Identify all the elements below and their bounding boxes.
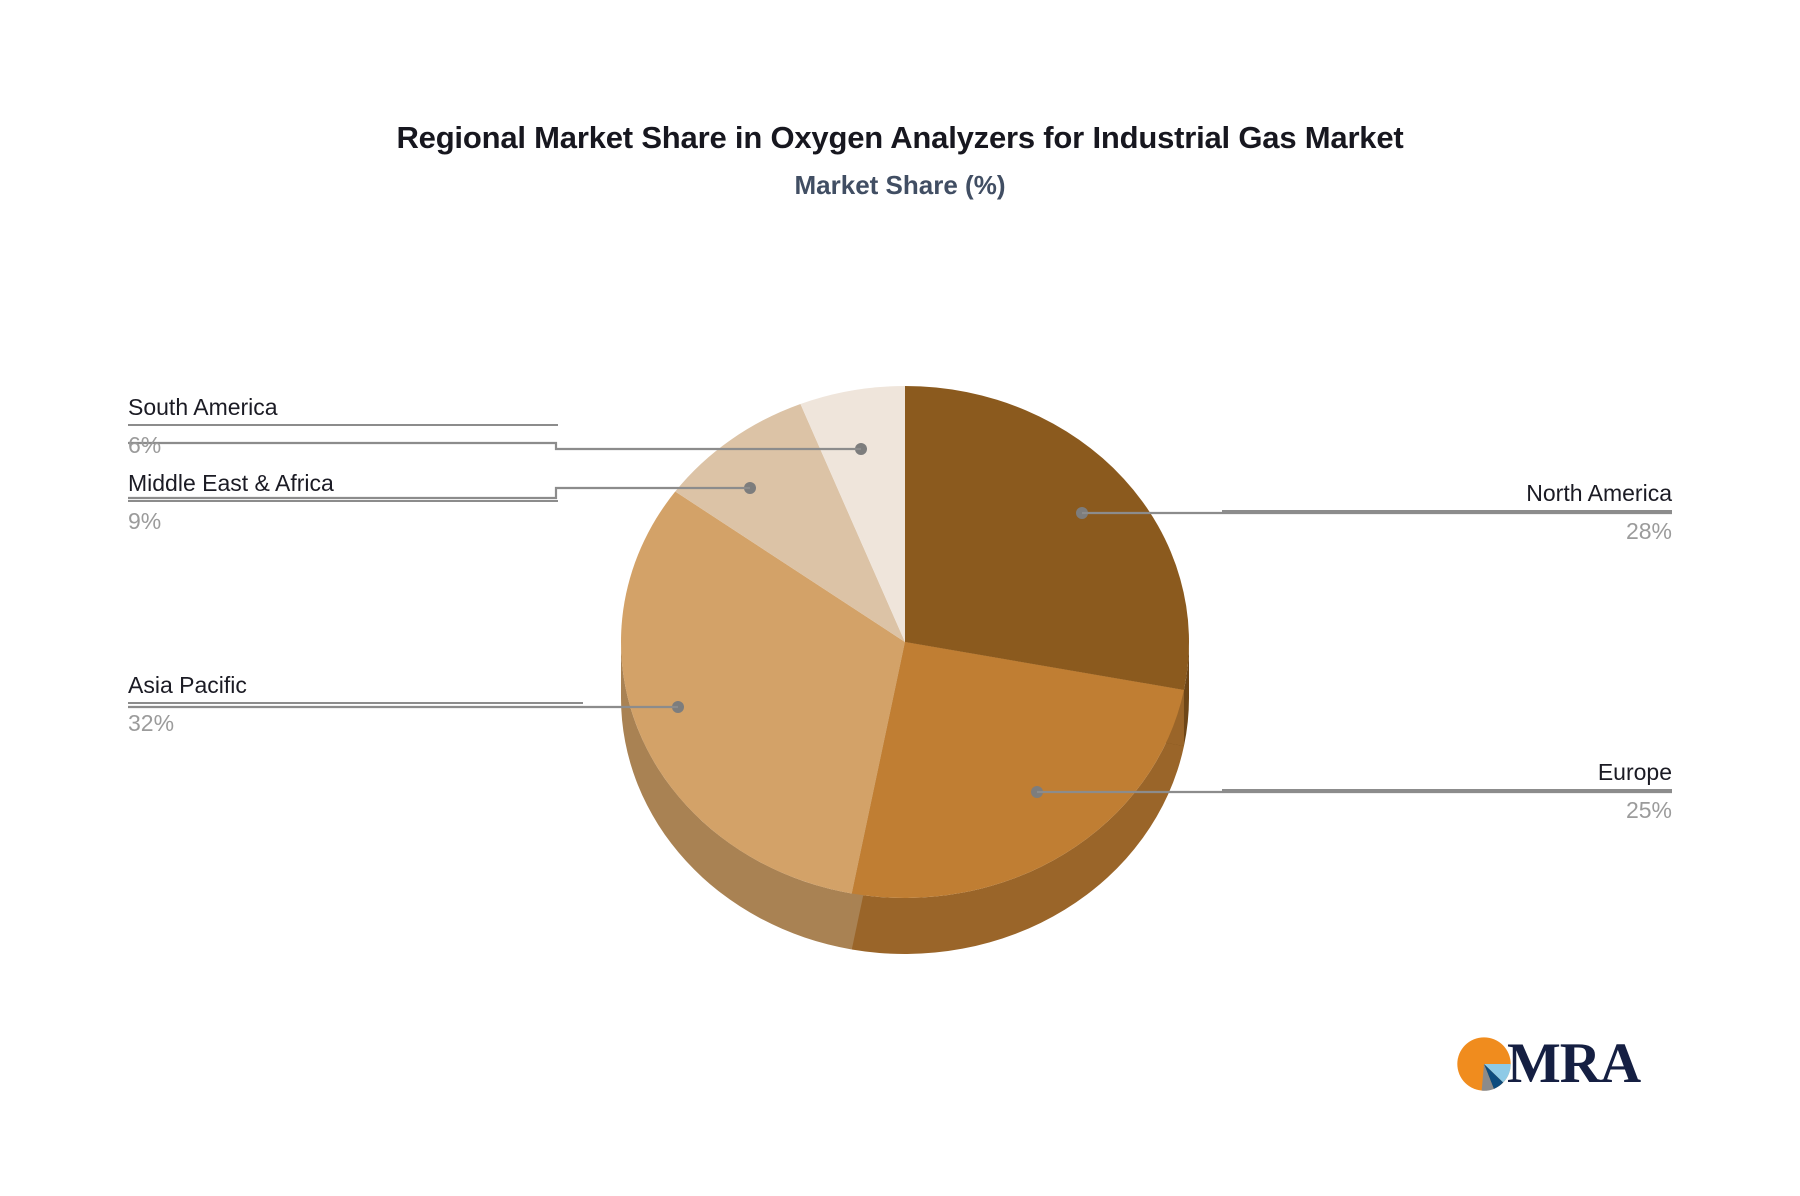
callout-label-south-america: South America	[128, 394, 278, 420]
chart-subtitle: Market Share (%)	[794, 170, 1006, 200]
callout-label-asia-pacific: Asia Pacific	[128, 672, 247, 698]
callout-rule-north-america	[1222, 510, 1672, 512]
callout-asia-pacific: Asia Pacific 32%	[128, 670, 583, 739]
pie-slice-edge	[905, 642, 1184, 746]
callout-label-middle-east-africa: Middle East & Africa	[128, 470, 334, 496]
callout-value-middle-east-africa: 9%	[128, 508, 162, 534]
callout-rule-europe	[1222, 789, 1672, 791]
pie-slice-side-north-america	[1183, 642, 1189, 746]
pie-slice-north-america[interactable]	[905, 386, 1190, 690]
pie-slice-edge	[851, 642, 905, 950]
callout-value-asia-pacific: 32%	[128, 710, 175, 736]
callout-europe: Europe 25%	[1222, 757, 1672, 826]
callout-middle-east-africa: Middle East & Africa 9%	[128, 468, 558, 537]
callout-value-south-america: 6%	[128, 432, 162, 458]
mra-wordmark: MRA	[1507, 1032, 1641, 1095]
pie-slice-edge	[851, 642, 905, 950]
pie-slice-asia-pacific[interactable]	[620, 491, 905, 894]
pie-slice-side-asia-pacific	[621, 642, 852, 950]
callout-north-america: North America 28%	[1222, 478, 1672, 547]
pie-chart-logo-icon	[1457, 1037, 1511, 1091]
mra-logo: MRA	[1455, 1030, 1655, 1098]
callout-rule-asia-pacific	[128, 702, 583, 704]
callout-rule-middle-east-africa	[128, 500, 558, 502]
callout-value-north-america: 28%	[1625, 518, 1672, 544]
callout-rule-south-america	[128, 424, 558, 426]
pie-slice-europe[interactable]	[851, 642, 1184, 898]
pie-slice-edge	[905, 642, 1184, 746]
page-title: Regional Market Share in Oxygen Analyzer…	[396, 120, 1404, 155]
callout-value-europe: 25%	[1625, 797, 1672, 823]
callout-label-north-america: North America	[1526, 480, 1672, 506]
title-block: Regional Market Share in Oxygen Analyzer…	[0, 118, 1800, 202]
callout-label-europe: Europe	[1597, 759, 1672, 785]
pie-slice-side-europe	[851, 689, 1184, 954]
pie-slice-middle-east-africa[interactable]	[675, 403, 905, 642]
callout-south-america: South America 6%	[128, 392, 558, 461]
pie-slice-south-america[interactable]	[800, 386, 905, 642]
